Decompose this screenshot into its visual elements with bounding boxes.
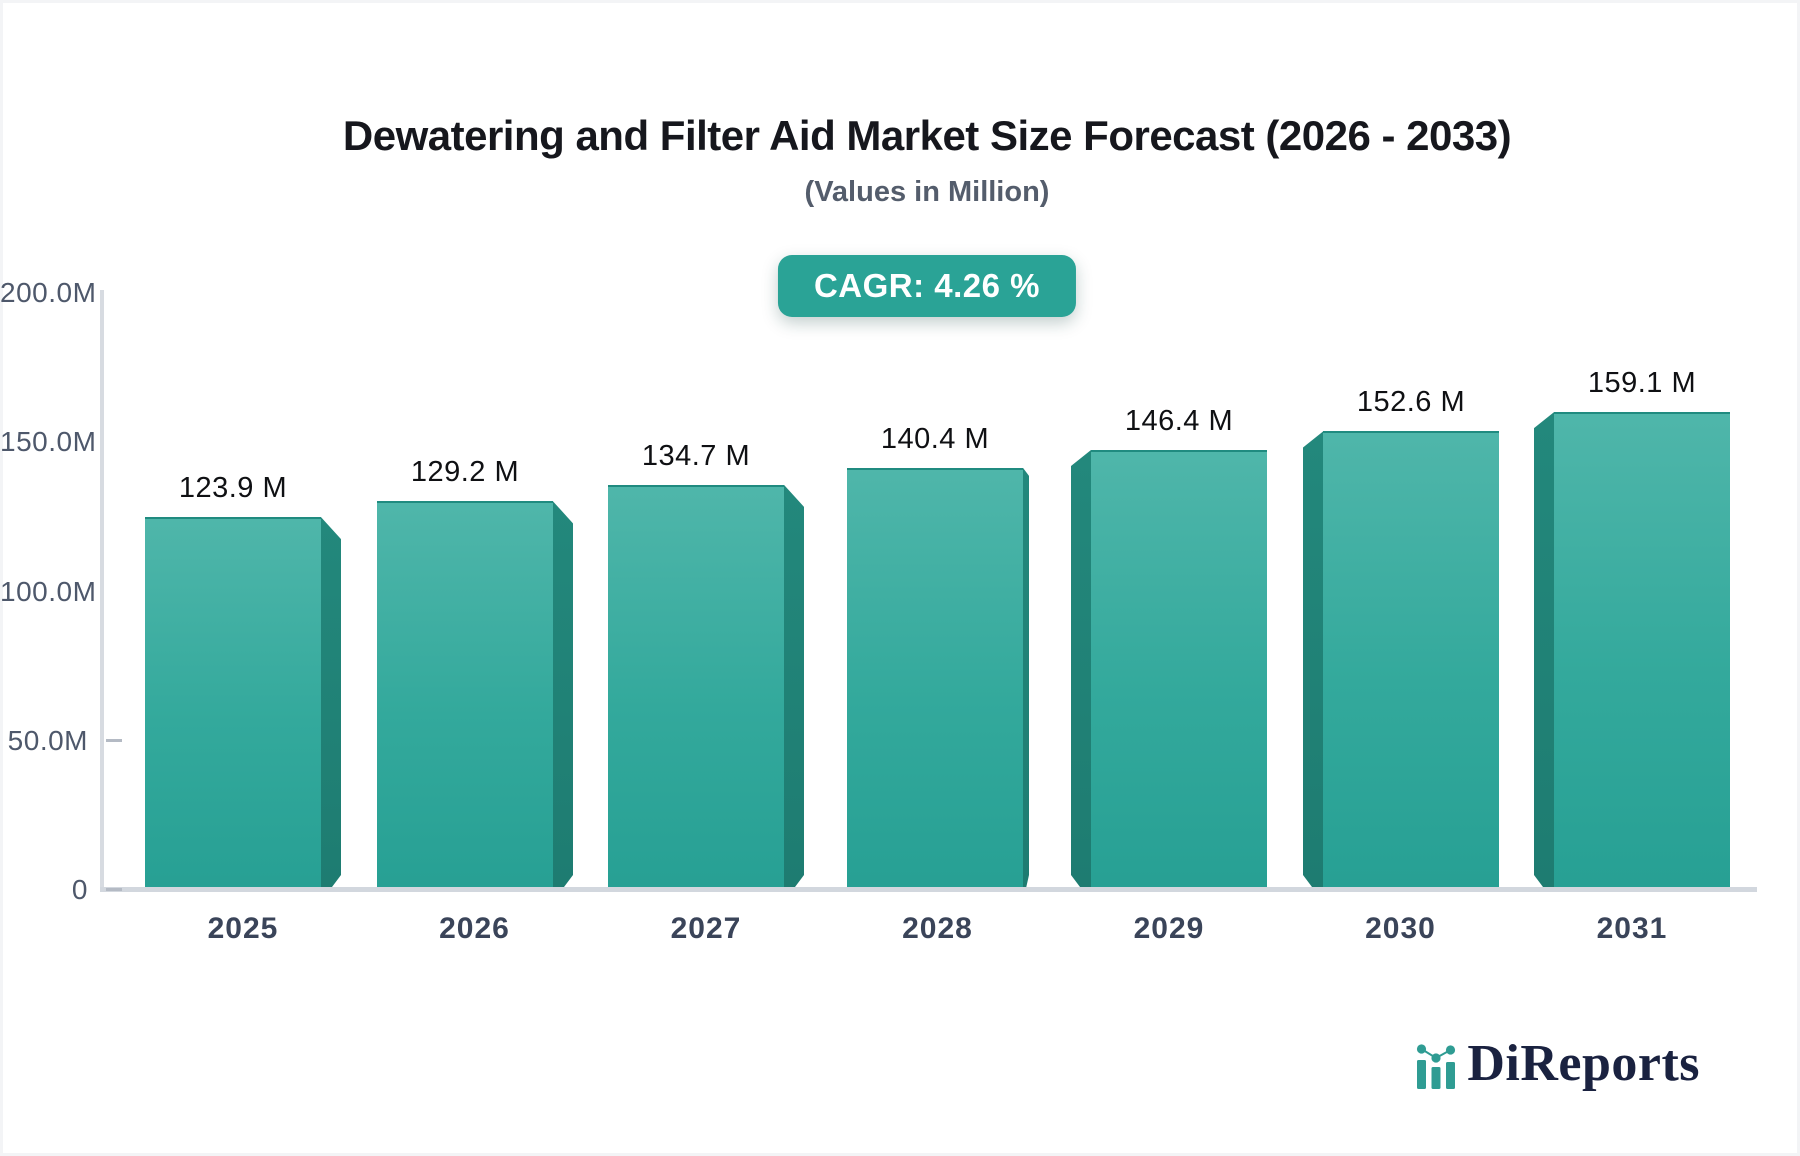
x-axis-label: 2025	[207, 912, 279, 945]
bar-face	[377, 501, 553, 887]
brand-logo: DiReports	[1415, 1038, 1700, 1090]
bar-side-face	[1023, 468, 1029, 887]
x-axis-line	[100, 887, 1757, 892]
chart-header: Dewatering and Filter Aid Market Size Fo…	[54, 0, 1800, 209]
bar-value-label: 159.1 M	[1587, 367, 1697, 400]
cagr-badge: CAGR: 4.26 %	[777, 255, 1077, 317]
bar-2028[interactable]: 140.4 M	[847, 423, 1029, 887]
bar-side-face	[784, 485, 804, 887]
y-axis-label: 100.0M	[0, 575, 97, 607]
bar-face	[847, 467, 1023, 887]
bar-value-label: 134.7 M	[641, 439, 751, 472]
bar-2030[interactable]: 152.6 M	[1303, 386, 1499, 887]
y-axis-line	[100, 290, 104, 887]
x-axis-label: 2028	[902, 912, 973, 945]
bar-value-label: 129.2 M	[410, 456, 520, 489]
x-axis-label: 2030	[1365, 912, 1436, 945]
y-tick-mark	[106, 738, 122, 742]
bar-2027[interactable]: 134.7 M	[608, 440, 804, 887]
y-axis-label: 50.0M	[7, 724, 88, 756]
x-axis-label: 2026	[439, 912, 510, 945]
bar-side-face	[1534, 412, 1554, 887]
bar-side-face	[321, 517, 341, 887]
x-axis-label: 2027	[670, 912, 742, 945]
bar-side-face	[1071, 450, 1091, 887]
bar-value-label: 146.4 M	[1124, 404, 1234, 437]
x-axis-label: 2029	[1133, 912, 1205, 945]
bar-2025[interactable]: 123.9 M	[145, 472, 341, 887]
bar-side-face	[553, 501, 573, 887]
y-axis-label: 200.0M	[0, 277, 97, 308]
bar-face	[608, 484, 784, 887]
bar-2029[interactable]: 146.4 M	[1071, 405, 1267, 887]
bar-value-label: 123.9 M	[178, 472, 288, 505]
y-tick-mark	[106, 888, 122, 891]
bar-side-face	[1303, 431, 1323, 887]
bar-face	[1091, 449, 1267, 887]
bar-value-label: 140.4 M	[880, 422, 990, 455]
chart-subtitle: (Values in Million)	[804, 176, 1050, 208]
chart-title: Dewatering and Filter Aid Market Size Fo…	[342, 112, 1512, 159]
bar-face	[145, 517, 321, 887]
y-axis-label: 0	[71, 874, 88, 905]
bar-face	[1323, 431, 1499, 887]
brand-logo-text: DiReports	[1467, 1035, 1700, 1092]
bar-2026[interactable]: 129.2 M	[377, 456, 573, 887]
y-axis-label: 150.0M	[0, 426, 97, 458]
x-axis-label: 2031	[1596, 912, 1668, 945]
bar-face	[1554, 412, 1730, 887]
bar-value-label: 152.6 M	[1356, 386, 1466, 419]
bar-2031[interactable]: 159.1 M	[1534, 367, 1730, 887]
mini-bar-chart-icon	[1417, 1044, 1456, 1089]
